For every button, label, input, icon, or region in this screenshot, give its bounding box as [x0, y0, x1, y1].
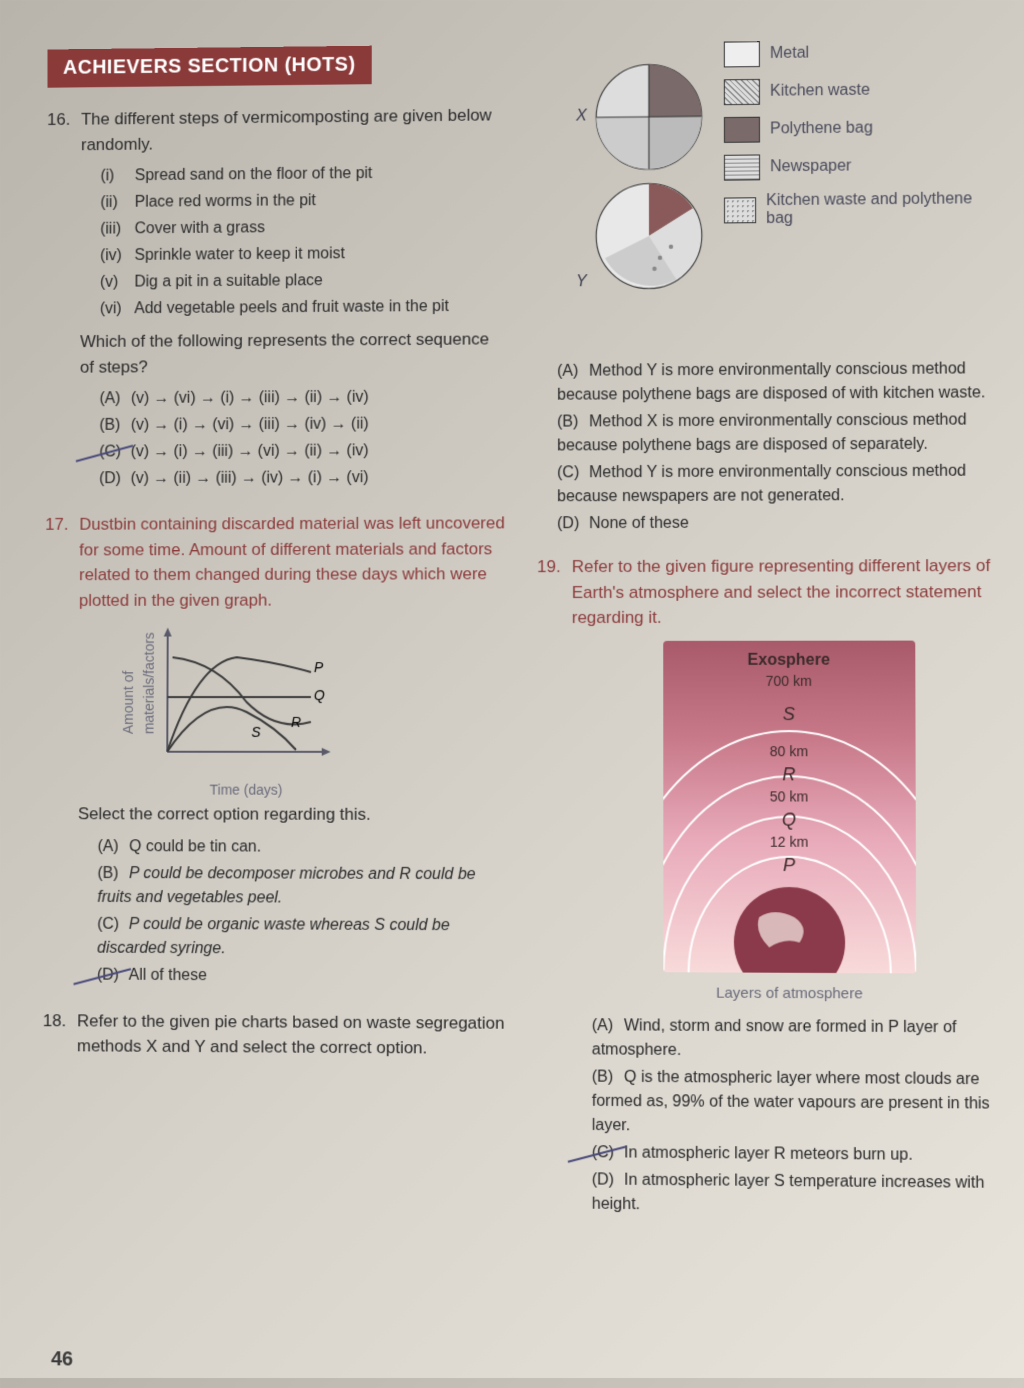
option-selected: (D)All of these — [77, 963, 506, 989]
option: (A)Method Y is more environmentally cons… — [537, 357, 1007, 408]
svg-text:R: R — [291, 714, 301, 730]
option: (A)(v) → (vi) → (i) → (iii) → (ii) → (iv… — [80, 385, 507, 411]
svg-text:Q: Q — [314, 687, 325, 703]
page-number: 46 — [51, 1348, 73, 1371]
question-text: The different steps of vermicomposting a… — [81, 102, 507, 157]
option: (D)(v) → (ii) → (iii) → (iv) → (i) → (vi… — [79, 466, 506, 492]
atmos-caption: Layers of atmosphere — [572, 981, 1009, 1006]
legend-item: Kitchen waste — [724, 77, 975, 106]
legend-swatch — [724, 154, 760, 180]
legend-item: Polythene bag — [724, 114, 975, 142]
sub-item: (iv)Sprinkle water to keep it moist — [80, 241, 507, 268]
atmos-letter: R — [663, 761, 915, 788]
legend-swatch — [724, 41, 760, 67]
sub-item: (v)Dig a pit in a suitable place — [80, 268, 507, 295]
svg-text:S: S — [251, 724, 261, 740]
atmos-km: 80 km — [663, 741, 915, 762]
option-selected: (C)(v) → (i) → (iii) → (vi) → (ii) → (iv… — [80, 439, 507, 465]
question-number: 16. — [47, 107, 76, 132]
option: (B)(v) → (i) → (vi) → (iii) → (iv) → (ii… — [80, 412, 507, 438]
legend-label: Kitchen waste and polythene bag — [766, 190, 976, 228]
legend-label: Newspaper — [770, 158, 851, 177]
option-selected: (C)In atmospheric layer R meteors burn u… — [572, 1141, 1010, 1169]
graph-xlabel: Time (days) — [157, 779, 335, 800]
sub-item: (i)Spread sand on the floor of the pit — [81, 161, 507, 189]
question-19: 19. Refer to the given figure representi… — [537, 553, 1010, 1224]
pie-x-label: X — [576, 108, 587, 126]
question-which: Which of the following represents the co… — [80, 326, 507, 379]
question-18: 18. Refer to the given pie charts based … — [43, 1008, 507, 1070]
legend-label: Polythene bag — [770, 120, 873, 139]
question-number: 17. — [45, 512, 75, 537]
question-16: 16. The different steps of vermicomposti… — [45, 102, 507, 494]
graph-ylabel: Amount of materials/factors — [118, 632, 160, 734]
atmos-km: 700 km — [663, 670, 915, 691]
option: (A)Wind, storm and snow are formed in P … — [572, 1014, 1009, 1065]
option: (C)Method Y is more environmentally cons… — [537, 459, 1007, 509]
question-18-options: (A)Method Y is more environmentally cons… — [537, 357, 1007, 536]
legend-swatch — [724, 117, 760, 143]
atmos-km: 50 km — [663, 786, 915, 808]
legend-item: Newspaper — [724, 152, 976, 180]
legend-swatch — [724, 197, 756, 223]
pie-y-label: Y — [576, 273, 587, 291]
option: (A)Q could be tin can. — [78, 835, 507, 860]
legend-label: Metal — [770, 45, 809, 63]
legend-label: Kitchen waste — [770, 82, 870, 101]
question-text: Dustbin containing discarded material wa… — [79, 510, 507, 612]
atmos-km: 12 km — [663, 831, 916, 853]
sub-item: (ii)Place red worms in the pit — [81, 188, 507, 215]
question-select: Select the correct option regarding this… — [78, 801, 507, 827]
option: (D)In atmospheric layer S temperature in… — [572, 1168, 1010, 1220]
legend-item: Metal — [724, 39, 975, 68]
option: (D)None of these — [537, 511, 1007, 537]
atmosphere-diagram: Exosphere 700 km S 80 km R — [663, 640, 916, 973]
section-header: ACHIEVERS SECTION (HOTS) — [47, 46, 371, 88]
graph-17: P Q R S Amount of materials/factors Time… — [137, 622, 335, 791]
option: (C)P could be organic waste whereas S co… — [77, 912, 506, 962]
question-number: 19. — [537, 554, 567, 580]
atmos-letter: P — [663, 851, 916, 879]
pie-chart-x: X — [594, 62, 704, 177]
legend-swatch — [724, 79, 760, 105]
legend-area: X Y Metal Kitchen waste Polythene bag Ne… — [594, 39, 976, 242]
atmos-letter: S — [663, 700, 915, 727]
sub-item: (vi)Add vegetable peels and fruit waste … — [80, 295, 507, 322]
atmos-letter: Q — [663, 806, 915, 834]
legend-item: Kitchen waste and polythene bag — [724, 190, 976, 228]
option: (B)Q is the atmospheric layer where most… — [572, 1065, 1009, 1141]
question-text: Refer to the given figure representing d… — [572, 553, 1007, 631]
question-17: 17. Dustbin containing discarded materia… — [43, 510, 507, 992]
option: (B)P could be decomposer microbes and R … — [78, 861, 507, 910]
question-number: 18. — [43, 1008, 73, 1034]
svg-text:P: P — [314, 659, 324, 675]
sub-item: (iii)Cover with a grass — [81, 214, 508, 241]
pie-chart-y: Y — [594, 181, 704, 296]
option: (B)Method X is more environmentally cons… — [537, 408, 1007, 458]
question-text: Refer to the given pie charts based on w… — [77, 1008, 507, 1062]
